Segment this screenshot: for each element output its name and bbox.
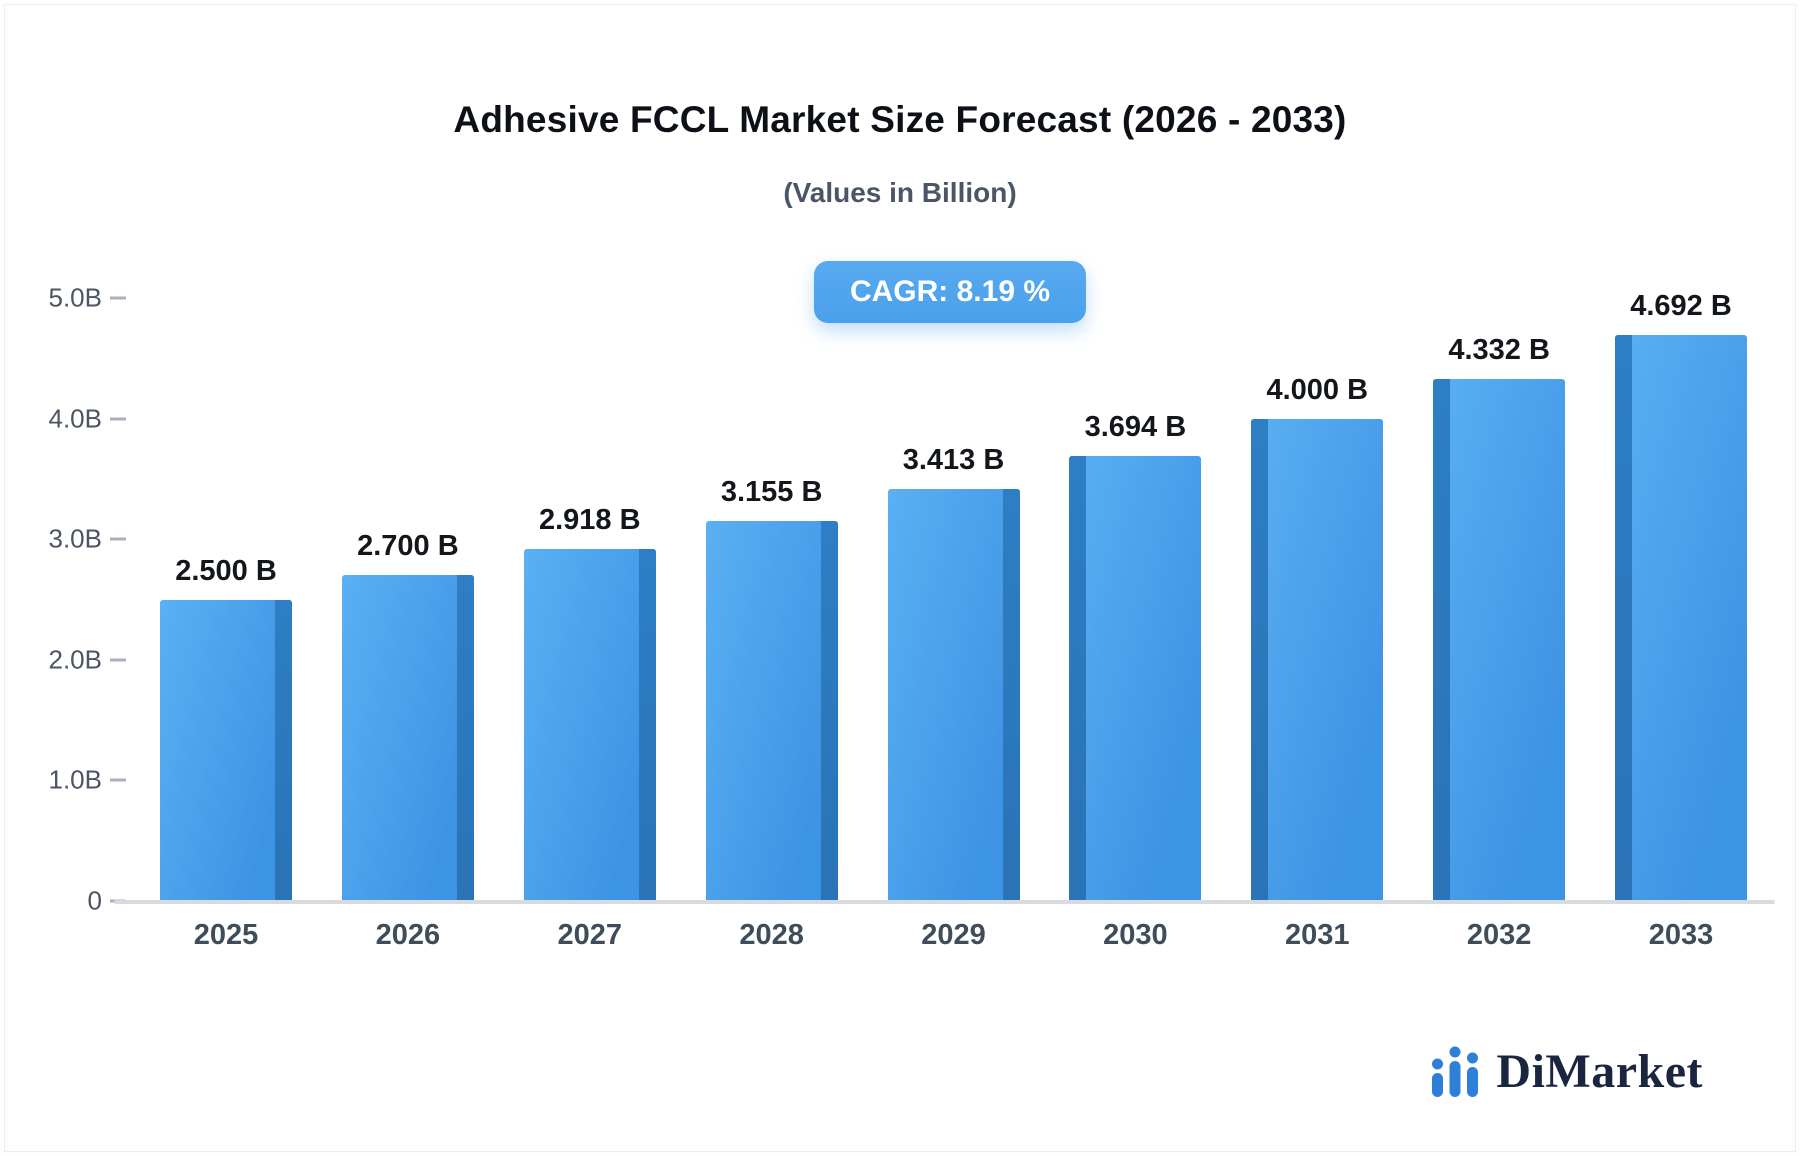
bar-value-label: 4.692 B xyxy=(1630,290,1732,323)
bar-value-label: 3.694 B xyxy=(1084,410,1187,443)
y-axis-label: 3.0B xyxy=(48,523,103,554)
bar-slot: 2.918 B 2027 xyxy=(523,298,656,951)
bar-slot: 4.692 B 2033 xyxy=(1615,290,1747,951)
bar-2029: 3.413 B xyxy=(887,444,1020,901)
cagr-badge: CAGR: 8.19 % xyxy=(813,261,1087,323)
bar-2028: 3.155 B xyxy=(705,476,838,902)
bar-2033: 4.692 B xyxy=(1615,290,1747,901)
chart-title: Adhesive FCCL Market Size Forecast (2026… xyxy=(453,99,1347,140)
bar-slot: 2.500 B 2025 xyxy=(160,298,292,951)
y-axis-label: 0 xyxy=(87,885,102,916)
x-axis-line xyxy=(114,900,1775,904)
dimarket-logo: DiMarket xyxy=(1427,1043,1703,1099)
bar-slot: 4.332 B 2032 xyxy=(1433,298,1566,951)
bar-2031: 4.000 B xyxy=(1251,374,1384,902)
x-axis-label: 2033 xyxy=(1648,919,1714,951)
y-axis-label: 5.0B xyxy=(48,282,103,313)
y-axis-tick xyxy=(110,417,126,421)
x-axis-label: 2028 xyxy=(739,919,804,951)
y-axis-label: 4.0B xyxy=(48,403,103,434)
y-axis-tick xyxy=(110,658,126,662)
x-axis-label: 2032 xyxy=(1466,919,1532,951)
bar-chart-icon xyxy=(1432,1046,1479,1097)
x-axis-label: 2027 xyxy=(557,919,623,951)
x-axis-label: 2029 xyxy=(921,919,986,951)
bar-slot: 3.413 B 2029 xyxy=(887,298,1020,951)
bar-2025: 2.500 B xyxy=(160,555,292,901)
bar-slot: 4.000 B 2031 xyxy=(1251,298,1384,951)
bar-value-label: 2.700 B xyxy=(357,530,459,563)
bars-container: 2.500 B 2025 2.700 B 2026 2.918 B 2027 3.155 B… xyxy=(130,290,1775,951)
y-axis-label: 1.0B xyxy=(48,764,103,795)
x-axis-label: 2026 xyxy=(375,919,441,951)
bar-value-label: 3.155 B xyxy=(720,475,823,508)
bar-slot: 2.700 B 2026 xyxy=(341,298,474,951)
bar-slot: 3.155 B 2028 xyxy=(705,298,838,951)
bar-value-label: 2.918 B xyxy=(538,504,641,537)
bar-value-label: 4.332 B xyxy=(1448,333,1550,366)
x-axis-label: 2025 xyxy=(193,919,259,951)
chart-subtitle: (Values in Billion) xyxy=(783,177,1017,208)
bar-value-label: 3.413 B xyxy=(902,444,1005,477)
y-axis-tick xyxy=(110,778,126,782)
bar-2027: 2.918 B xyxy=(523,504,656,901)
bar-2030: 3.694 B xyxy=(1069,411,1202,902)
x-axis-label: 2031 xyxy=(1284,919,1350,951)
y-axis-label: 2.0B xyxy=(48,644,103,675)
x-axis-label: 2030 xyxy=(1103,919,1168,951)
chart-card: Adhesive FCCL Market Size Forecast (2026… xyxy=(4,4,1796,1152)
plot-area: 0 1.0B 2.0B 3.0B 4.0B 5.0B 2.500 B 2025 2.700 B… xyxy=(49,283,1775,951)
bar-slot: 3.694 B 2030 xyxy=(1069,298,1202,951)
logo-text: DiMarket xyxy=(1496,1044,1703,1098)
bar-2026: 2.700 B xyxy=(341,530,474,901)
bar-value-label: 4.000 B xyxy=(1266,373,1369,406)
bar-2032: 4.332 B xyxy=(1433,334,1566,902)
bar-value-label: 2.500 B xyxy=(175,554,277,587)
y-axis-tick xyxy=(110,537,126,541)
y-axis-tick xyxy=(110,296,126,300)
